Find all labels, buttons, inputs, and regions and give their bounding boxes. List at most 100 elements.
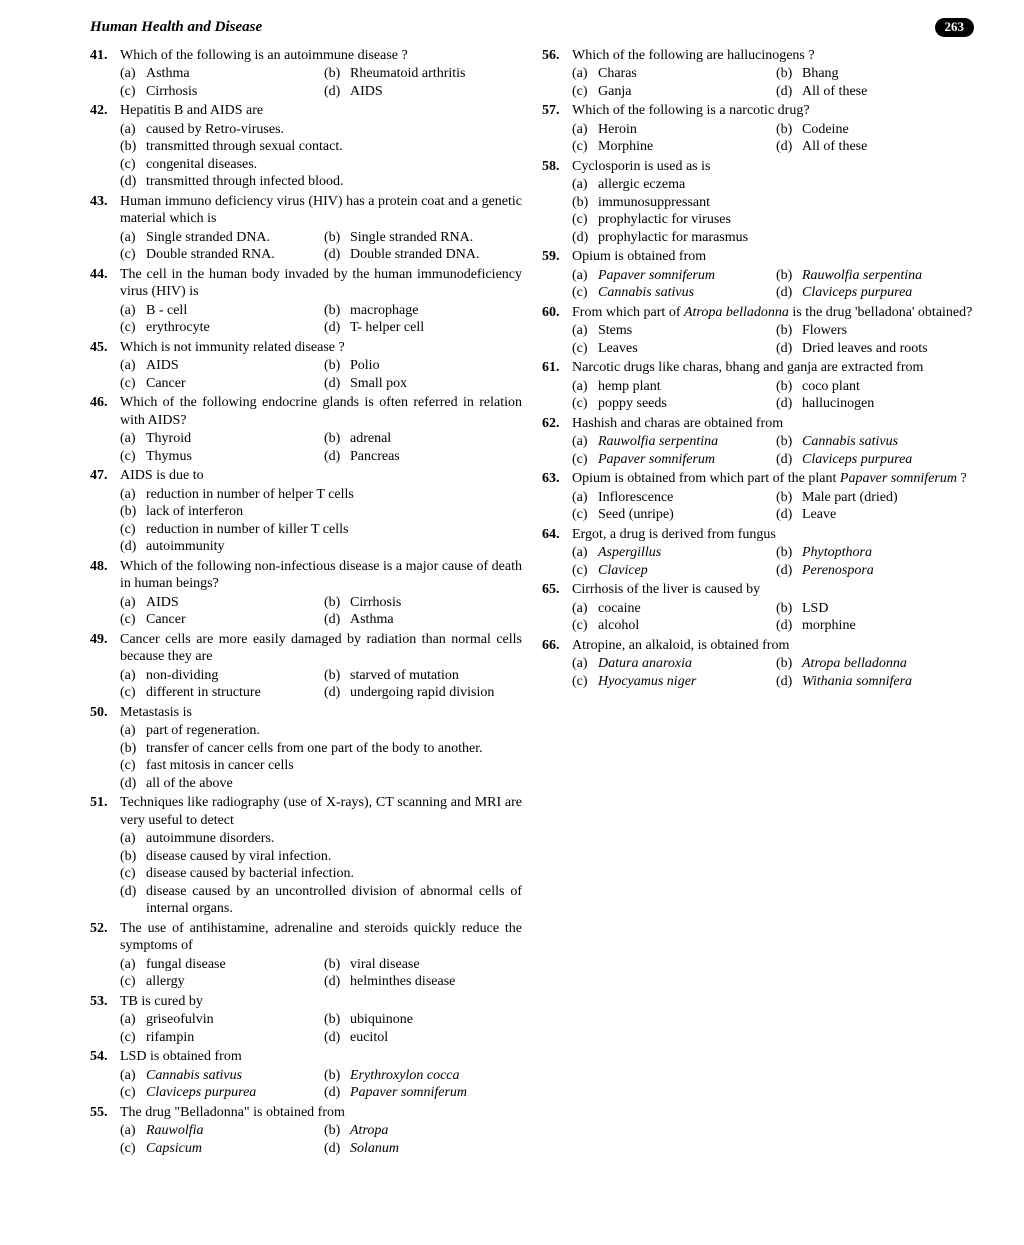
option: (b)Rheumatoid arthritis xyxy=(324,65,522,83)
option-text: viral disease xyxy=(350,956,522,974)
option-letter: (c) xyxy=(120,1029,146,1047)
option-letter: (b) xyxy=(776,65,802,83)
question: 51.Techniques like radiography (use of X… xyxy=(90,794,522,918)
option-text: rifampin xyxy=(146,1029,318,1047)
option: (b)Single stranded RNA. xyxy=(324,229,522,247)
option: (c)Papaver somniferum xyxy=(572,451,770,469)
question-body: Hepatitis B and AIDS are(a)caused by Ret… xyxy=(120,102,522,191)
question-number: 48. xyxy=(90,558,120,629)
option-text: Pancreas xyxy=(350,448,522,466)
question-number: 54. xyxy=(90,1048,120,1102)
option-letter: (b) xyxy=(324,302,350,320)
question-stem: Cyclosporin is used as is xyxy=(572,158,974,176)
option-text: starved of mutation xyxy=(350,667,522,685)
option: (b)Erythroxylon cocca xyxy=(324,1067,522,1085)
option-letter: (a) xyxy=(572,655,598,673)
option: (c)rifampin xyxy=(120,1029,318,1047)
option-text: transmitted through infected blood. xyxy=(146,173,522,191)
option-text: fungal disease xyxy=(146,956,318,974)
option-letter: (d) xyxy=(324,319,350,337)
option-text: Withania somnifera xyxy=(802,673,974,691)
option-text: autoimmune disorders. xyxy=(146,830,522,848)
question-number: 41. xyxy=(90,47,120,101)
option-text: Polio xyxy=(350,357,522,375)
question-stem: Hashish and charas are obtained from xyxy=(572,415,974,433)
option: (c)Morphine xyxy=(572,138,770,156)
options: (a)part of regeneration.(b)transfer of c… xyxy=(120,722,522,792)
question-number: 61. xyxy=(542,359,572,413)
question-stem: Techniques like radiography (use of X-ra… xyxy=(120,794,522,829)
option-letter: (c) xyxy=(572,83,598,101)
option-letter: (b) xyxy=(324,357,350,375)
question: 43.Human immuno deficiency virus (HIV) h… xyxy=(90,193,522,264)
options: (a)Stems(b)Flowers(c)Leaves(d)Dried leav… xyxy=(572,322,974,357)
option-text: Thymus xyxy=(146,448,318,466)
option-text: prophylactic for viruses xyxy=(598,211,974,229)
question-number: 64. xyxy=(542,526,572,580)
option-letter: (b) xyxy=(324,229,350,247)
option: (a)Papaver somniferum xyxy=(572,267,770,285)
option-text: Papaver somniferum xyxy=(350,1084,522,1102)
option-text: Bhang xyxy=(802,65,974,83)
option-text: reduction in number of helper T cells xyxy=(146,486,522,504)
question-body: Which of the following endocrine glands … xyxy=(120,394,522,465)
option: (c)Hyocyamus niger xyxy=(572,673,770,691)
option-letter: (d) xyxy=(324,684,350,702)
option: (c)poppy seeds xyxy=(572,395,770,413)
page-header: Human Health and Disease 263 xyxy=(90,18,974,37)
chapter-title: Human Health and Disease xyxy=(90,18,262,37)
option-text: transfer of cancer cells from one part o… xyxy=(146,740,522,758)
option-letter: (b) xyxy=(120,740,146,758)
question-stem: Opium is obtained from xyxy=(572,248,974,266)
question-body: Cyclosporin is used as is(a)allergic ecz… xyxy=(572,158,974,247)
option-letter: (b) xyxy=(776,433,802,451)
option: (c)Double stranded RNA. xyxy=(120,246,318,264)
option: (d)Asthma xyxy=(324,611,522,629)
option-text: Solanum xyxy=(350,1140,522,1158)
question-stem: Opium is obtained from which part of the… xyxy=(572,470,974,488)
option: (a)caused by Retro-viruses. xyxy=(120,121,522,139)
question-stem: TB is cured by xyxy=(120,993,522,1011)
option: (a)AIDS xyxy=(120,594,318,612)
option-letter: (b) xyxy=(120,848,146,866)
option-text: Rauwolfia xyxy=(146,1122,318,1140)
option-text: All of these xyxy=(802,83,974,101)
option: (a)Single stranded DNA. xyxy=(120,229,318,247)
option-letter: (b) xyxy=(776,121,802,139)
option: (d)Pancreas xyxy=(324,448,522,466)
option: (b)Bhang xyxy=(776,65,974,83)
option-letter: (d) xyxy=(776,83,802,101)
page-number-badge: 263 xyxy=(935,18,975,36)
option-text: Claviceps purpurea xyxy=(802,284,974,302)
option-letter: (b) xyxy=(324,430,350,448)
option-text: Cannabis sativus xyxy=(802,433,974,451)
option: (a)cocaine xyxy=(572,600,770,618)
question-number: 43. xyxy=(90,193,120,264)
question: 66.Atropine, an alkaloid, is obtained fr… xyxy=(542,637,974,691)
option: (b)Codeine xyxy=(776,121,974,139)
option-text: Codeine xyxy=(802,121,974,139)
option-letter: (a) xyxy=(120,956,146,974)
option-letter: (b) xyxy=(324,1122,350,1140)
options: (a)Rauwolfia serpentina(b)Cannabis sativ… xyxy=(572,433,974,468)
option-letter: (c) xyxy=(572,340,598,358)
option-letter: (d) xyxy=(120,883,146,918)
option-text: lack of interferon xyxy=(146,503,522,521)
option: (c)reduction in number of killer T cells xyxy=(120,521,522,539)
options: (a)non-dividing(b)starved of mutation(c)… xyxy=(120,667,522,702)
option: (d)undergoing rapid division xyxy=(324,684,522,702)
option: (b)Rauwolfia serpentina xyxy=(776,267,974,285)
option-text: Claviceps purpurea xyxy=(146,1084,318,1102)
option: (d)autoimmunity xyxy=(120,538,522,556)
option: (c)Thymus xyxy=(120,448,318,466)
question-number: 66. xyxy=(542,637,572,691)
question-number: 57. xyxy=(542,102,572,156)
options: (a)Asthma(b)Rheumatoid arthritis(c)Cirrh… xyxy=(120,65,522,100)
question: 47.AIDS is due to(a)reduction in number … xyxy=(90,467,522,556)
question-body: The cell in the human body invaded by th… xyxy=(120,266,522,337)
question-number: 51. xyxy=(90,794,120,918)
question-number: 45. xyxy=(90,339,120,393)
options: (a)Thyroid(b)adrenal(c)Thymus(d)Pancreas xyxy=(120,430,522,465)
question: 64.Ergot, a drug is derived from fungus(… xyxy=(542,526,974,580)
option-letter: (b) xyxy=(324,1067,350,1085)
